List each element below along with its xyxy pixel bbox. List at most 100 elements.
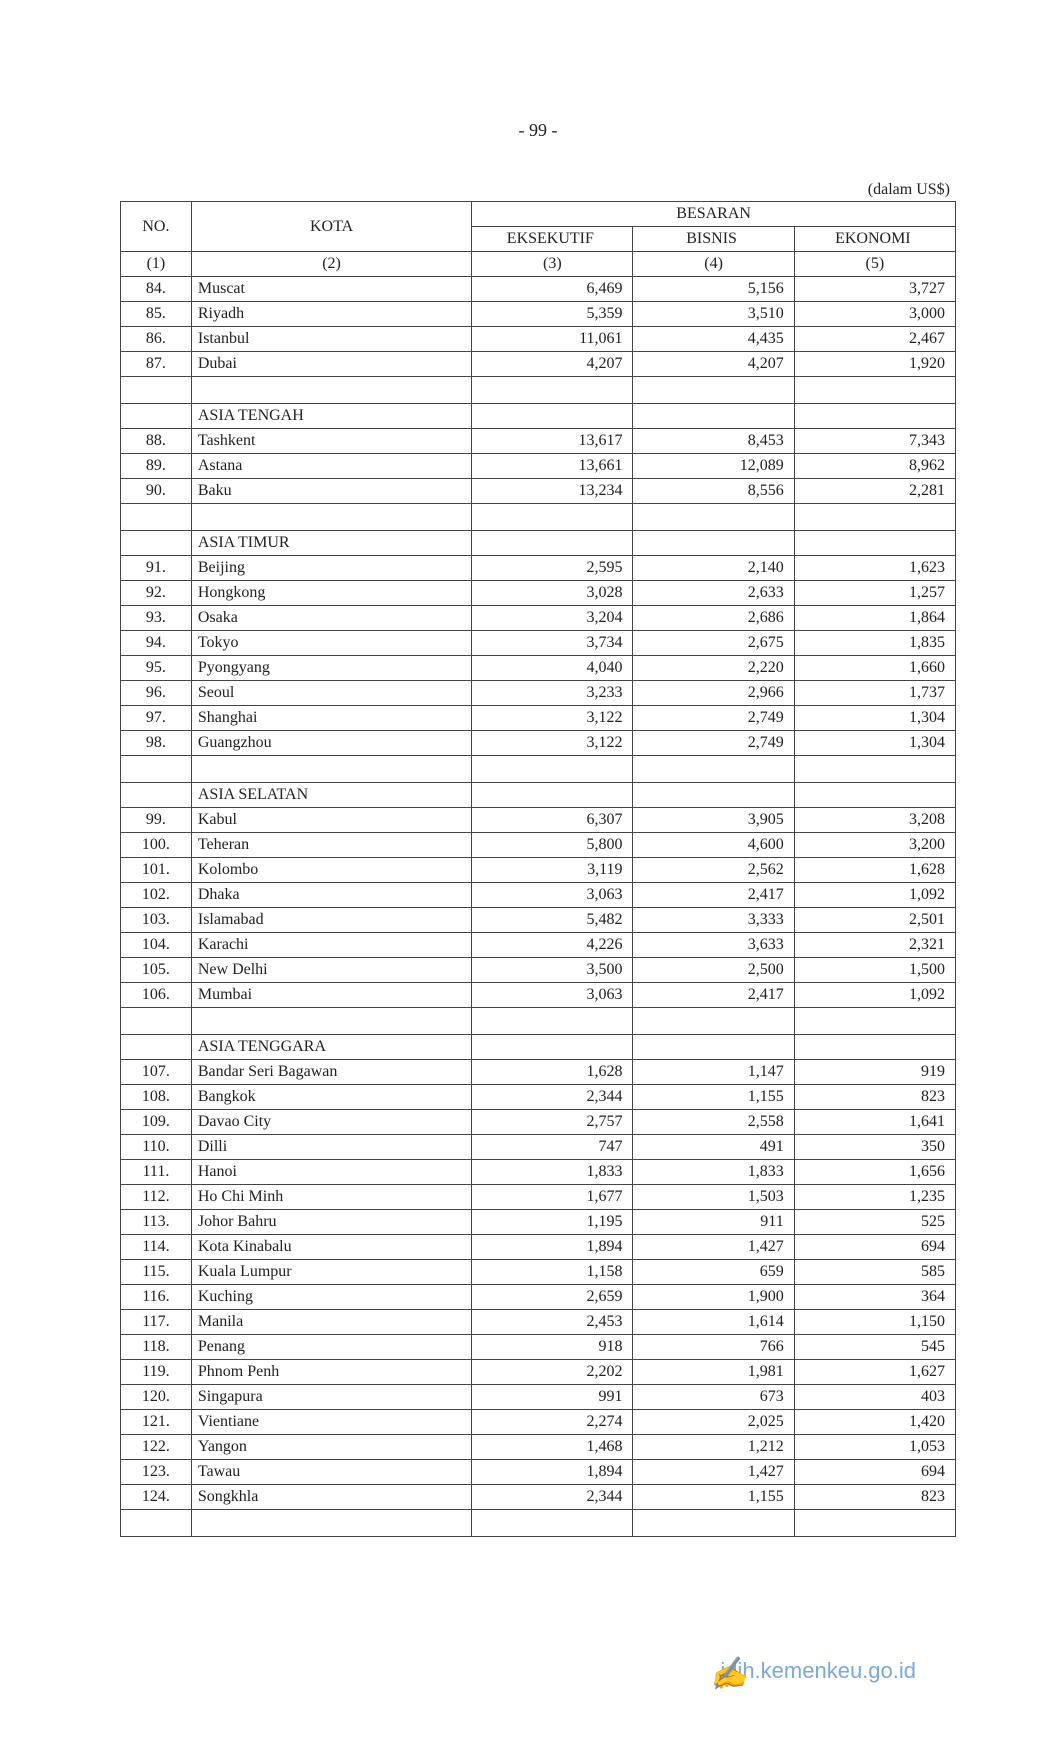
section-label: ASIA TENGGARA [191, 1035, 471, 1060]
cell-ekonomi: 3,208 [794, 808, 955, 833]
cell-kota: Kuching [191, 1285, 471, 1310]
cell-eksekutif: 3,122 [472, 706, 633, 731]
cell-eksekutif: 13,234 [472, 479, 633, 504]
cell-eksekutif: 1,833 [472, 1160, 633, 1185]
cell-bisnis: 3,633 [633, 933, 794, 958]
table-row: 112.Ho Chi Minh1,6771,5031,235 [121, 1185, 956, 1210]
table-row: 105.New Delhi3,5002,5001,500 [121, 958, 956, 983]
cell-bisnis: 766 [633, 1335, 794, 1360]
table-row: 96.Seoul3,2332,9661,737 [121, 681, 956, 706]
cell-bisnis: 5,156 [633, 277, 794, 302]
header-besaran: BESARAN [472, 202, 956, 227]
colidx-5: (5) [794, 252, 955, 277]
table-row: 106.Mumbai3,0632,4171,092 [121, 983, 956, 1008]
cell-ekonomi: 1,304 [794, 731, 955, 756]
cell-eksekutif: 11,061 [472, 327, 633, 352]
cell-kota: Manila [191, 1310, 471, 1335]
cell-eksekutif: 1,894 [472, 1235, 633, 1260]
table-row: ASIA TIMUR [121, 531, 956, 556]
cell-ekonomi: 823 [794, 1485, 955, 1510]
cell-ekonomi: 1,420 [794, 1410, 955, 1435]
cell-kota: Beijing [191, 556, 471, 581]
cell-kota: Seoul [191, 681, 471, 706]
cell-no: 107. [121, 1060, 192, 1085]
table-row: 122.Yangon1,4681,2121,053 [121, 1435, 956, 1460]
cell-kota: Kabul [191, 808, 471, 833]
cell-ekonomi: 1,500 [794, 958, 955, 983]
cell-ekonomi: 1,835 [794, 631, 955, 656]
unit-label: (dalam US$) [120, 181, 950, 199]
cell-ekonomi: 545 [794, 1335, 955, 1360]
cell-eksekutif: 2,344 [472, 1085, 633, 1110]
cell-no: 99. [121, 808, 192, 833]
cell-bisnis: 2,686 [633, 606, 794, 631]
cell-eksekutif: 1,894 [472, 1460, 633, 1485]
cell-eksekutif: 991 [472, 1385, 633, 1410]
cell-bisnis: 8,453 [633, 429, 794, 454]
table-row: 110.Dilli747491350 [121, 1135, 956, 1160]
table-row: 117.Manila2,4531,6141,150 [121, 1310, 956, 1335]
table-row: 109.Davao City2,7572,5581,641 [121, 1110, 956, 1135]
table-row: 120.Singapura991673403 [121, 1385, 956, 1410]
cell-eksekutif: 747 [472, 1135, 633, 1160]
cell-kota: Baku [191, 479, 471, 504]
cell-bisnis: 3,333 [633, 908, 794, 933]
header-kota: KOTA [191, 202, 471, 252]
cell-bisnis: 2,558 [633, 1110, 794, 1135]
cell-no: 88. [121, 429, 192, 454]
cell-kota: Phnom Penh [191, 1360, 471, 1385]
cell-ekonomi: 350 [794, 1135, 955, 1160]
cell-eksekutif: 4,207 [472, 352, 633, 377]
cell-kota: Guangzhou [191, 731, 471, 756]
section-label: ASIA SELATAN [191, 783, 471, 808]
table-row: 111.Hanoi1,8331,8331,656 [121, 1160, 956, 1185]
table-row: 95.Pyongyang4,0402,2201,660 [121, 656, 956, 681]
cell-eksekutif: 5,800 [472, 833, 633, 858]
cell-bisnis: 4,435 [633, 327, 794, 352]
cell-no: 96. [121, 681, 192, 706]
cell-ekonomi: 1,627 [794, 1360, 955, 1385]
table-row: 90.Baku13,2348,5562,281 [121, 479, 956, 504]
cell-no: 102. [121, 883, 192, 908]
header-bisnis: BISNIS [633, 227, 794, 252]
cell-no: 87. [121, 352, 192, 377]
cell-bisnis: 1,155 [633, 1485, 794, 1510]
cell-ekonomi: 1,628 [794, 858, 955, 883]
table-row: 104.Karachi4,2263,6332,321 [121, 933, 956, 958]
table-row: ASIA TENGGARA [121, 1035, 956, 1060]
cell-eksekutif: 5,482 [472, 908, 633, 933]
colidx-3: (3) [472, 252, 633, 277]
cell-kota: Karachi [191, 933, 471, 958]
table-row: 91.Beijing2,5952,1401,623 [121, 556, 956, 581]
colidx-1: (1) [121, 252, 192, 277]
cell-kota: Yangon [191, 1435, 471, 1460]
cell-ekonomi: 3,000 [794, 302, 955, 327]
table-row: 114.Kota Kinabalu1,8941,427694 [121, 1235, 956, 1260]
table-row: 84.Muscat6,4695,1563,727 [121, 277, 956, 302]
colidx-4: (4) [633, 252, 794, 277]
table-row: 98.Guangzhou3,1222,7491,304 [121, 731, 956, 756]
table-row [121, 377, 956, 404]
cell-ekonomi: 919 [794, 1060, 955, 1085]
cell-no: 124. [121, 1485, 192, 1510]
cell-ekonomi: 1,092 [794, 983, 955, 1008]
cell-eksekutif: 2,757 [472, 1110, 633, 1135]
cell-no: 104. [121, 933, 192, 958]
cell-bisnis: 3,510 [633, 302, 794, 327]
cell-eksekutif: 3,734 [472, 631, 633, 656]
cell-kota: Tokyo [191, 631, 471, 656]
header-eksekutif: EKSEKUTIF [472, 227, 633, 252]
cell-bisnis: 1,900 [633, 1285, 794, 1310]
cell-kota: Mumbai [191, 983, 471, 1008]
table-row: 119.Phnom Penh2,2021,9811,627 [121, 1360, 956, 1385]
cell-ekonomi: 1,656 [794, 1160, 955, 1185]
cell-bisnis: 1,503 [633, 1185, 794, 1210]
table-row: 116.Kuching2,6591,900364 [121, 1285, 956, 1310]
cell-bisnis: 1,614 [633, 1310, 794, 1335]
table-row: 124.Songkhla2,3441,155823 [121, 1485, 956, 1510]
cell-kota: Teheran [191, 833, 471, 858]
cell-bisnis: 2,749 [633, 731, 794, 756]
section-label: ASIA TENGAH [191, 404, 471, 429]
cell-bisnis: 2,633 [633, 581, 794, 606]
cell-no: 122. [121, 1435, 192, 1460]
